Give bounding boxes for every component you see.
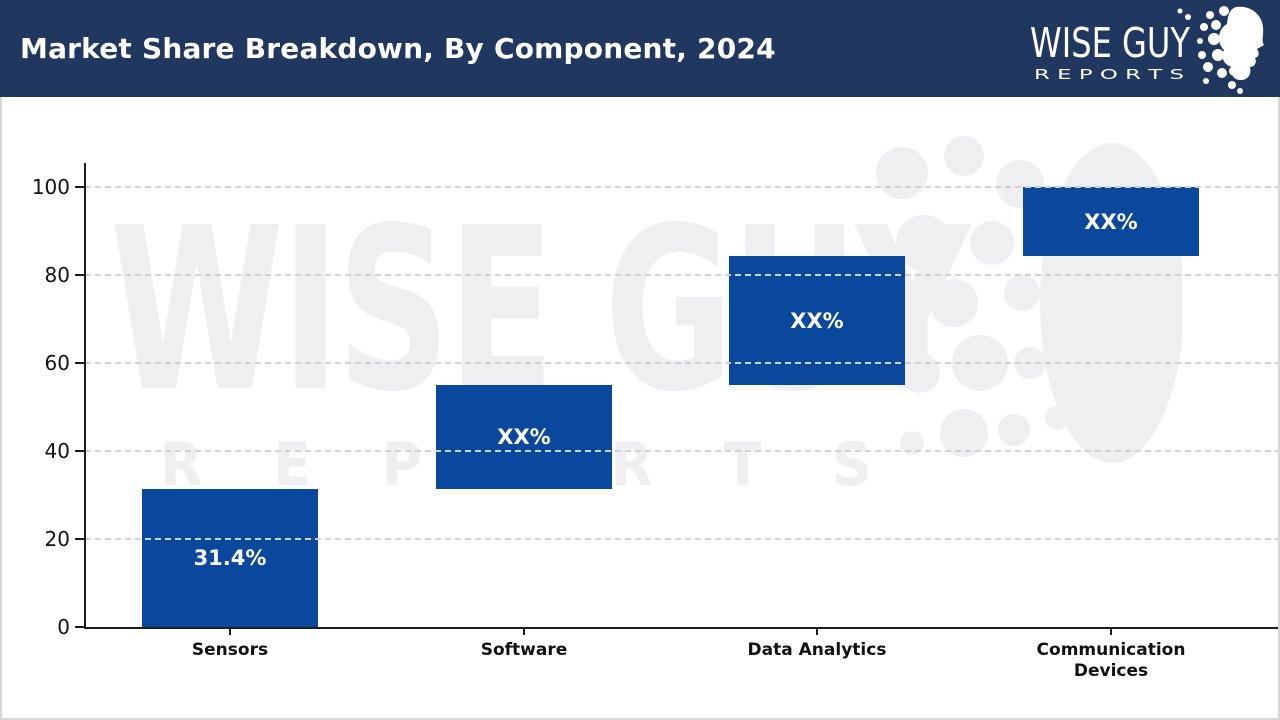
x-category-label: Sensors: [191, 640, 269, 660]
dotted-head-icon: [1177, 6, 1264, 94]
x-tick: [1110, 627, 1112, 635]
x-tick: [229, 627, 231, 635]
y-gridline: [85, 186, 1278, 188]
bar-value-label: XX%: [497, 424, 551, 449]
y-tick: [75, 626, 85, 628]
bar-value-label: XX%: [1084, 209, 1138, 234]
x-axis-spine: [84, 627, 1278, 629]
y-tick: [75, 274, 85, 276]
x-category-label: Software: [480, 640, 568, 660]
waterfall-bar-sensors: 31.4%: [142, 488, 318, 627]
logo-subtext: R E P O R T S: [1034, 68, 1184, 83]
x-category-label: Communication Devices: [1036, 640, 1186, 681]
y-axis-spine: [84, 163, 86, 629]
bar-value-label: XX%: [790, 308, 844, 333]
y-gridline: [85, 450, 1278, 452]
y-tick-label: 20: [44, 527, 70, 551]
y-tick-label: 80: [44, 263, 70, 287]
y-tick: [75, 538, 85, 540]
y-tick: [75, 362, 85, 364]
page-title: Market Share Breakdown, By Component, 20…: [20, 32, 776, 65]
header-band: Market Share Breakdown, By Component, 20…: [0, 0, 1280, 97]
y-tick-label: 40: [44, 439, 70, 463]
x-category-label: Data Analytics: [747, 640, 887, 660]
y-tick-label: 0: [57, 615, 70, 639]
bar-value-label: 31.4%: [193, 545, 267, 570]
y-tick: [75, 450, 85, 452]
y-gridline: [85, 362, 1278, 364]
y-gridline: [85, 538, 1278, 540]
x-tick: [816, 627, 818, 635]
wise-guy-reports-logo: WISE GUY R E P O R T S: [1030, 6, 1264, 94]
y-gridline: [85, 274, 1278, 276]
waterfall-bar-software: XX%: [436, 385, 612, 489]
y-tick: [75, 186, 85, 188]
logo-wordmark: WISE GUY: [1030, 19, 1191, 67]
x-tick: [523, 627, 525, 635]
waterfall-bar-communication-devices: XX%: [1023, 187, 1199, 257]
y-tick-label: 60: [44, 351, 70, 375]
y-tick-label: 100: [31, 175, 70, 199]
